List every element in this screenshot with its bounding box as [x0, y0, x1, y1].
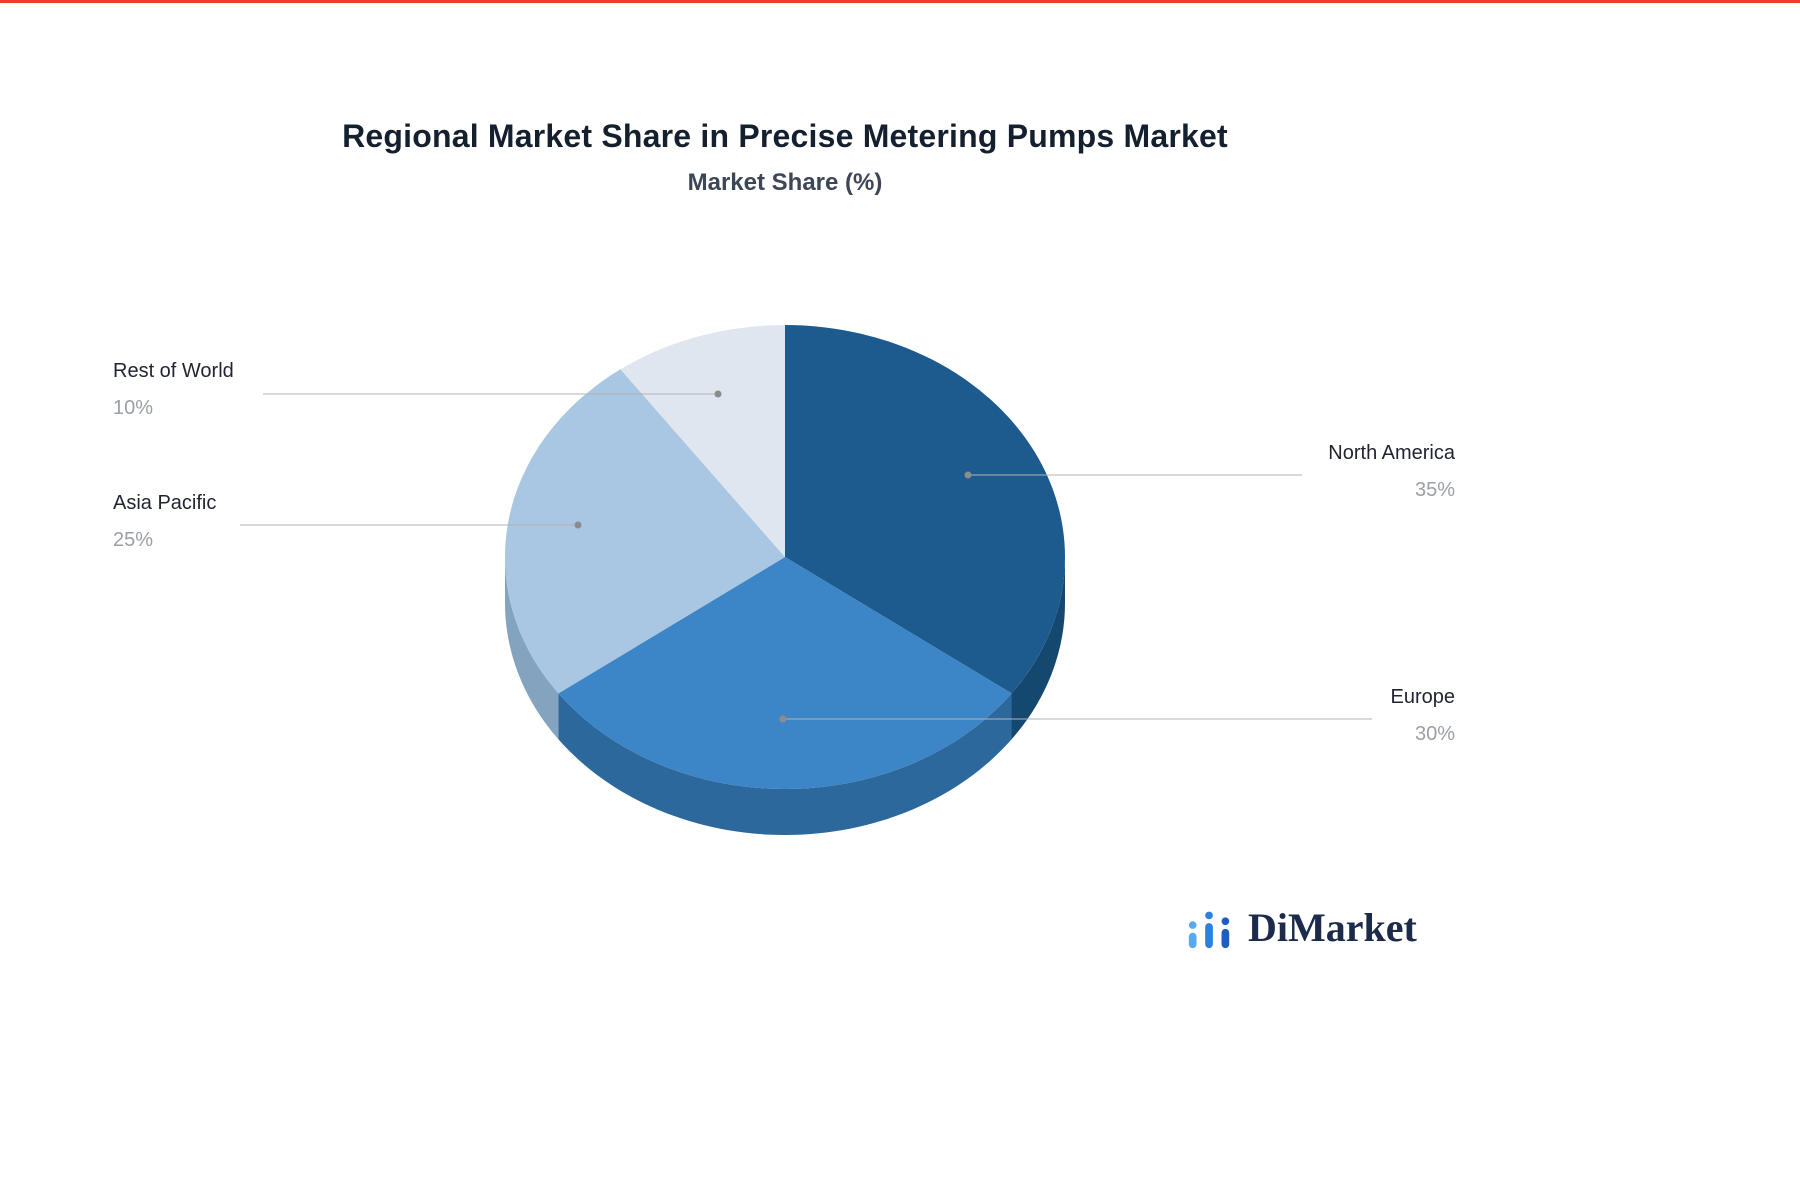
slice-label-north-america: North America 35% [1328, 441, 1455, 502]
slice-label-name: Rest of World [113, 360, 234, 382]
slice-label-europe: Europe 30% [1391, 685, 1456, 746]
slice-label-percent: 30% [1414, 723, 1455, 745]
chart-subtitle: Market Share (%) [687, 169, 883, 196]
top-accent-bar [0, 0, 1800, 3]
slice-label-percent: 10% [113, 397, 154, 419]
slice-label-name: North America [1328, 442, 1455, 464]
slice-label-percent: 35% [1414, 479, 1455, 501]
slice-label-name: Europe [1390, 686, 1456, 708]
chart-title: Regional Market Share in Precise Meterin… [342, 118, 1228, 154]
slice-label-percent: 25% [113, 529, 154, 551]
bar-chart-logo-icon [1188, 911, 1230, 949]
slice-label-rest-of-world: Rest of World 10% [113, 359, 234, 420]
slice-label-name: Asia Pacific [113, 492, 217, 514]
slice-label-asia-pacific: Asia Pacific 25% [113, 491, 216, 552]
brand-logo: DiMarket [1185, 901, 1417, 953]
brand-name: DiMarket [1248, 904, 1417, 950]
